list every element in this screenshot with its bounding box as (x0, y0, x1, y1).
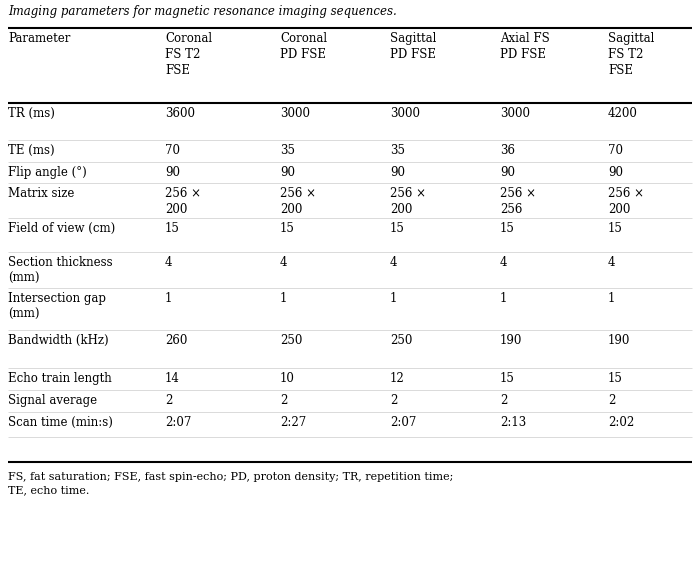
Text: 15: 15 (608, 372, 623, 385)
Text: 256 ×
200: 256 × 200 (165, 187, 201, 216)
Text: Sagittal
FS T2
FSE: Sagittal FS T2 FSE (608, 32, 654, 77)
Text: Flip angle (°): Flip angle (°) (8, 166, 87, 179)
Text: 35: 35 (280, 144, 295, 157)
Text: TR (ms): TR (ms) (8, 107, 55, 120)
Text: Imaging parameters for magnetic resonance imaging sequences.: Imaging parameters for magnetic resonanc… (8, 5, 397, 18)
Text: 250: 250 (280, 334, 302, 347)
Text: 3000: 3000 (280, 107, 310, 120)
Text: 3000: 3000 (390, 107, 420, 120)
Text: 260: 260 (165, 334, 188, 347)
Text: 2: 2 (500, 394, 507, 407)
Text: 3600: 3600 (165, 107, 195, 120)
Text: TE (ms): TE (ms) (8, 144, 55, 157)
Text: 90: 90 (608, 166, 623, 179)
Text: Signal average: Signal average (8, 394, 97, 407)
Text: Section thickness
(mm): Section thickness (mm) (8, 256, 113, 285)
Text: 190: 190 (608, 334, 631, 347)
Text: Intersection gap
(mm): Intersection gap (mm) (8, 292, 106, 321)
Text: Scan time (min:s): Scan time (min:s) (8, 416, 113, 429)
Text: 190: 190 (500, 334, 522, 347)
Text: 90: 90 (390, 166, 405, 179)
Text: 70: 70 (165, 144, 180, 157)
Text: Coronal
FS T2
FSE: Coronal FS T2 FSE (165, 32, 212, 77)
Text: 2: 2 (280, 394, 288, 407)
Text: 36: 36 (500, 144, 515, 157)
Text: 15: 15 (390, 222, 405, 235)
Text: 2:27: 2:27 (280, 416, 307, 429)
Text: Sagittal
PD FSE: Sagittal PD FSE (390, 32, 436, 61)
Text: 1: 1 (500, 292, 507, 305)
Text: 1: 1 (165, 292, 172, 305)
Text: Matrix size: Matrix size (8, 187, 74, 200)
Text: Coronal
PD FSE: Coronal PD FSE (280, 32, 327, 61)
Text: 2:13: 2:13 (500, 416, 526, 429)
Text: 256 ×
200: 256 × 200 (608, 187, 644, 216)
Text: 4: 4 (390, 256, 398, 269)
Text: 2:07: 2:07 (390, 416, 416, 429)
Text: 4: 4 (280, 256, 288, 269)
Text: 256 ×
200: 256 × 200 (280, 187, 316, 216)
Text: 15: 15 (500, 372, 515, 385)
Text: 14: 14 (165, 372, 180, 385)
Text: 2: 2 (165, 394, 172, 407)
Text: Field of view (cm): Field of view (cm) (8, 222, 116, 235)
Text: 15: 15 (165, 222, 180, 235)
Text: 4: 4 (608, 256, 615, 269)
Text: 1: 1 (390, 292, 398, 305)
Text: 250: 250 (390, 334, 412, 347)
Text: 2:07: 2:07 (165, 416, 191, 429)
Text: 2: 2 (390, 394, 398, 407)
Text: 15: 15 (500, 222, 515, 235)
Text: 2:02: 2:02 (608, 416, 634, 429)
Text: FS, fat saturation; FSE, fast spin-echo; PD, proton density; TR, repetition time: FS, fat saturation; FSE, fast spin-echo;… (8, 472, 454, 495)
Text: Bandwidth (kHz): Bandwidth (kHz) (8, 334, 108, 347)
Text: 1: 1 (280, 292, 288, 305)
Text: 256 ×
256: 256 × 256 (500, 187, 536, 216)
Text: 3000: 3000 (500, 107, 530, 120)
Text: 90: 90 (280, 166, 295, 179)
Text: 90: 90 (165, 166, 180, 179)
Text: 15: 15 (280, 222, 295, 235)
Text: 10: 10 (280, 372, 295, 385)
Text: Axial FS
PD FSE: Axial FS PD FSE (500, 32, 550, 61)
Text: 4: 4 (165, 256, 172, 269)
Text: Parameter: Parameter (8, 32, 71, 45)
Text: 12: 12 (390, 372, 405, 385)
Text: 256 ×
200: 256 × 200 (390, 187, 426, 216)
Text: 90: 90 (500, 166, 515, 179)
Text: 35: 35 (390, 144, 405, 157)
Text: 4200: 4200 (608, 107, 638, 120)
Text: 2: 2 (608, 394, 615, 407)
Text: 70: 70 (608, 144, 623, 157)
Text: 4: 4 (500, 256, 507, 269)
Text: 15: 15 (608, 222, 623, 235)
Text: Echo train length: Echo train length (8, 372, 112, 385)
Text: 1: 1 (608, 292, 615, 305)
